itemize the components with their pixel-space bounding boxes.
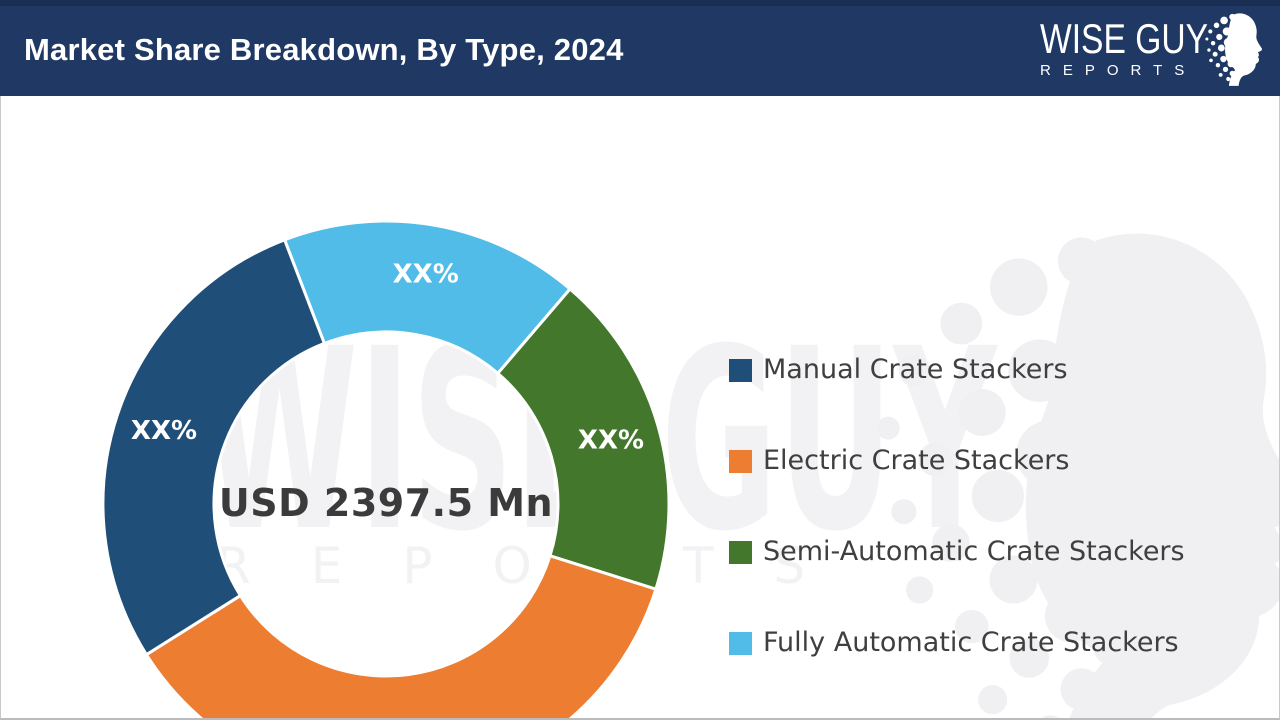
logo-text: WISE GUY REPORTS [1040,17,1208,79]
legend-label: Fully Automatic Crate Stackers [763,626,1179,658]
legend-item-manual: Manual Crate Stackers [729,353,1185,385]
legend-label: Semi-Automatic Crate Stackers [763,535,1185,567]
segment-value-label: XX% [578,426,644,456]
segment-value-label: XX% [393,259,459,289]
legend-swatch-semi-automatic [729,540,752,564]
legend-label: Electric Crate Stackers [763,444,1070,476]
page-title: Market Share Breakdown, By Type, 2024 [24,32,624,67]
legend-item-semi-automatic: Semi-Automatic Crate Stackers [729,535,1185,567]
header-bar: Market Share Breakdown, By Type, 2024 WI… [0,0,1280,96]
logo-wordmark: WISE GUY [1040,14,1209,62]
watermark-subtitle: REPORTS [216,537,866,595]
donut-segment-manual-crate-stackers [101,238,326,657]
donut-segment-electric-crate-stackers [144,554,658,718]
legend-swatch-manual [729,358,752,382]
donut-center-value: USD 2397.5 Mn [218,481,554,525]
legend-item-electric: Electric Crate Stackers [729,444,1185,476]
logo-subtitle: REPORTS [1040,61,1197,79]
segment-value-label: XX% [131,416,197,446]
legend-swatch-fully-automatic [729,631,752,655]
chart-area: WISE GUY REPORTS XX%XX%36.2%XX% USD 2397… [0,96,1280,720]
legend-item-fully-automatic: Fully Automatic Crate Stackers [729,626,1185,658]
chart-legend: Manual Crate Stackers Electric Crate Sta… [729,353,1185,658]
dotted-face-profile-icon [1205,13,1262,86]
wiseguy-logo: WISE GUY REPORTS [1040,8,1262,88]
donut-segment-fully-automatic-crate-stackers [283,219,572,375]
donut-segment-semi-automatic-crate-stackers [496,287,671,591]
donut-chart: XX%XX%36.2%XX% [101,219,671,718]
legend-label: Manual Crate Stackers [763,353,1068,385]
legend-swatch-electric [729,449,752,473]
